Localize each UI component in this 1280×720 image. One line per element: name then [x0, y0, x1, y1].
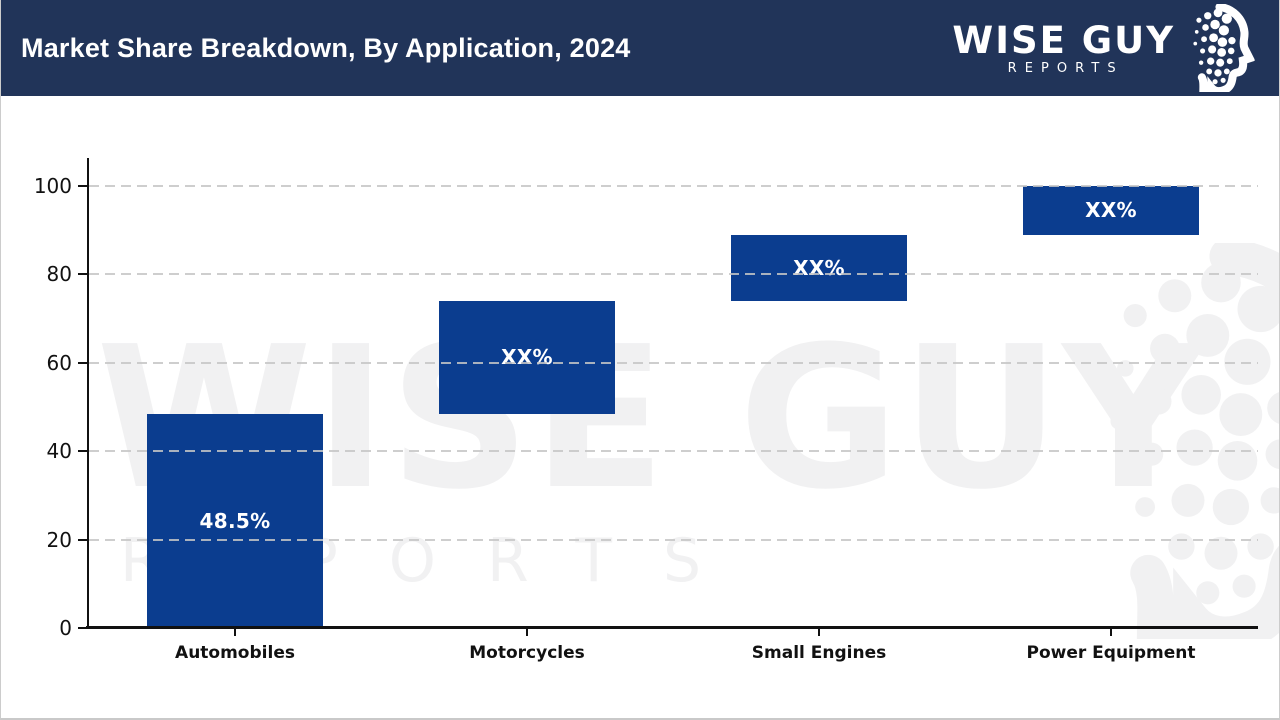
logo-wordmark: WISE GUY [952, 18, 1175, 62]
dotted-head-icon [1181, 4, 1255, 92]
y-tick-80 [78, 273, 88, 276]
x-tick-small-engines [818, 629, 820, 636]
bar-label-automobiles: 48.5% [199, 508, 271, 533]
y-axis-line [87, 158, 89, 628]
bar-motorcycles: XX% [439, 300, 615, 414]
bar-label-motorcycles: XX% [501, 345, 553, 370]
watermark-head-icon [1056, 243, 1280, 639]
y-tick-label-100: 100 [33, 174, 72, 198]
y-tick-20 [78, 538, 88, 541]
y-tick-label-40: 40 [46, 439, 72, 464]
gridline-40 [89, 450, 1258, 453]
gridline-100 [89, 185, 1258, 187]
gridline-20 [89, 538, 1258, 541]
x-category-label-small-engines: Small Engines [751, 643, 887, 663]
y-tick-label-0: 0 [59, 616, 72, 640]
y-tick-label-80: 80 [46, 262, 72, 287]
bar-label-power-equipment: XX% [1085, 198, 1137, 223]
header: Market Share Breakdown, By Application, … [1, 0, 1279, 96]
wise-guy-reports-logo: WISE GUY REPORTS [952, 4, 1255, 92]
x-category-label-power-equipment: Power Equipment [1026, 643, 1196, 663]
gridline-60 [89, 361, 1258, 364]
x-axis-line [86, 626, 1258, 629]
bar-small-engines: XX% [731, 234, 907, 301]
y-tick-label-60: 60 [46, 350, 72, 375]
y-tick-label-20: 20 [46, 527, 72, 552]
x-category-label-automobiles: Automobiles [175, 643, 295, 663]
bar-power-equipment: XX% [1023, 186, 1199, 235]
x-tick-automobiles [234, 629, 236, 636]
y-tick-60 [78, 361, 88, 364]
logo-text: WISE GUY REPORTS [952, 22, 1175, 75]
x-tick-power-equipment [1110, 629, 1112, 636]
page-title: Market Share Breakdown, By Application, … [21, 32, 631, 63]
x-tick-motorcycles [526, 629, 528, 636]
y-tick-0 [78, 627, 88, 629]
bar-label-small-engines: XX% [793, 255, 845, 280]
y-tick-40 [78, 450, 88, 453]
y-tick-100 [78, 185, 88, 187]
plot: WISE GUY REPORTS 0 20 40 60 80 100 48.5% Automo… [1, 96, 1280, 718]
x-category-label-motorcycles: Motorcycles [469, 643, 585, 663]
gridline-80 [89, 273, 1258, 276]
logo-subtext: REPORTS [1007, 60, 1124, 76]
bar-automobiles: 48.5% [147, 413, 323, 628]
